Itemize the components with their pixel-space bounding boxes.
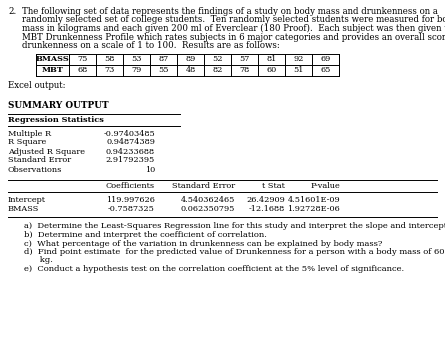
Text: 87: 87 [158,55,169,63]
Text: -0.97403485: -0.97403485 [103,130,155,137]
Text: 119.997626: 119.997626 [106,195,155,204]
Text: 0.94233688: 0.94233688 [106,148,155,155]
Text: -0.7587325: -0.7587325 [108,205,155,213]
Text: 81: 81 [267,55,277,63]
Text: 26.42909: 26.42909 [246,195,285,204]
Text: t Stat: t Stat [262,183,285,190]
Text: randomly selected set of college students.  Ten randomly selected students were : randomly selected set of college student… [22,16,445,24]
Text: a)  Determine the Least-Squares Regression line for this study and interpret the: a) Determine the Least-Squares Regressio… [24,223,445,230]
Text: Standard Error: Standard Error [172,183,235,190]
Text: 73: 73 [104,66,115,74]
Text: Observations: Observations [8,166,62,173]
Text: Adjusted R Square: Adjusted R Square [8,148,85,155]
Text: 65: 65 [320,66,331,74]
Text: 57: 57 [239,55,250,63]
Text: P-value: P-value [310,183,340,190]
Text: R Square: R Square [8,138,46,147]
Text: d)  Find point estimate  for the predicted value of Drunkenness for a person wit: d) Find point estimate for the predicted… [24,248,445,256]
Text: 4.51601E-09: 4.51601E-09 [287,195,340,204]
Text: 4.540362465: 4.540362465 [181,195,235,204]
Text: 2.: 2. [8,7,16,16]
Text: 2.91792395: 2.91792395 [106,156,155,165]
Text: 10: 10 [145,166,155,173]
Text: 92: 92 [293,55,303,63]
Text: 60: 60 [267,66,277,74]
Text: BMASS: BMASS [8,205,39,213]
Text: 51: 51 [293,66,303,74]
Text: BMASS: BMASS [36,55,69,63]
Text: -12.1688: -12.1688 [249,205,285,213]
Text: 78: 78 [239,66,250,74]
Text: 55: 55 [158,66,169,74]
Text: Coefficients: Coefficients [106,183,155,190]
Text: 69: 69 [320,55,331,63]
Text: 89: 89 [186,55,196,63]
Text: MBT Drunkenness Profile which rates subjects in 6 major categories and provides : MBT Drunkenness Profile which rates subj… [22,33,445,41]
Text: Standard Error: Standard Error [8,156,71,165]
Text: 48: 48 [186,66,196,74]
Bar [36,53,339,75]
Text: c)  What percentage of the variation in drunkenness can be explained by body mas: c) What percentage of the variation in d… [24,240,382,247]
Text: 79: 79 [131,66,142,74]
Text: e)  Conduct a hypothesis test on the correlation coefficient at the 5% level of : e) Conduct a hypothesis test on the corr… [24,265,404,273]
Text: SUMMARY OUTPUT: SUMMARY OUTPUT [8,101,109,109]
Text: 1.92728E-06: 1.92728E-06 [287,205,340,213]
Text: Intercept: Intercept [8,195,46,204]
Text: The following set of data represents the findings of a study on body mass and dr: The following set of data represents the… [22,7,438,16]
Text: b)  Determine and interpret the coefficient of correlation.: b) Determine and interpret the coefficie… [24,231,267,239]
Text: mass in kilograms and each given 200 ml of Everclear (180 Proof).  Each subject : mass in kilograms and each given 200 ml … [22,24,445,33]
Text: drunkenness on a scale of 1 to 100.  Results are as follows:: drunkenness on a scale of 1 to 100. Resu… [22,41,280,50]
Text: MBT: MBT [41,66,64,74]
Text: 0.94874389: 0.94874389 [106,138,155,147]
Text: kg.: kg. [24,257,53,264]
Text: 0.062350795: 0.062350795 [181,205,235,213]
Text: 75: 75 [77,55,88,63]
Text: 82: 82 [212,66,222,74]
Text: Excel output:: Excel output: [8,80,65,90]
Text: 58: 58 [104,55,115,63]
Text: Multiple R: Multiple R [8,130,51,137]
Text: 68: 68 [77,66,88,74]
Text: 52: 52 [212,55,223,63]
Text: 53: 53 [131,55,142,63]
Text: Regression Statistics: Regression Statistics [8,116,104,125]
